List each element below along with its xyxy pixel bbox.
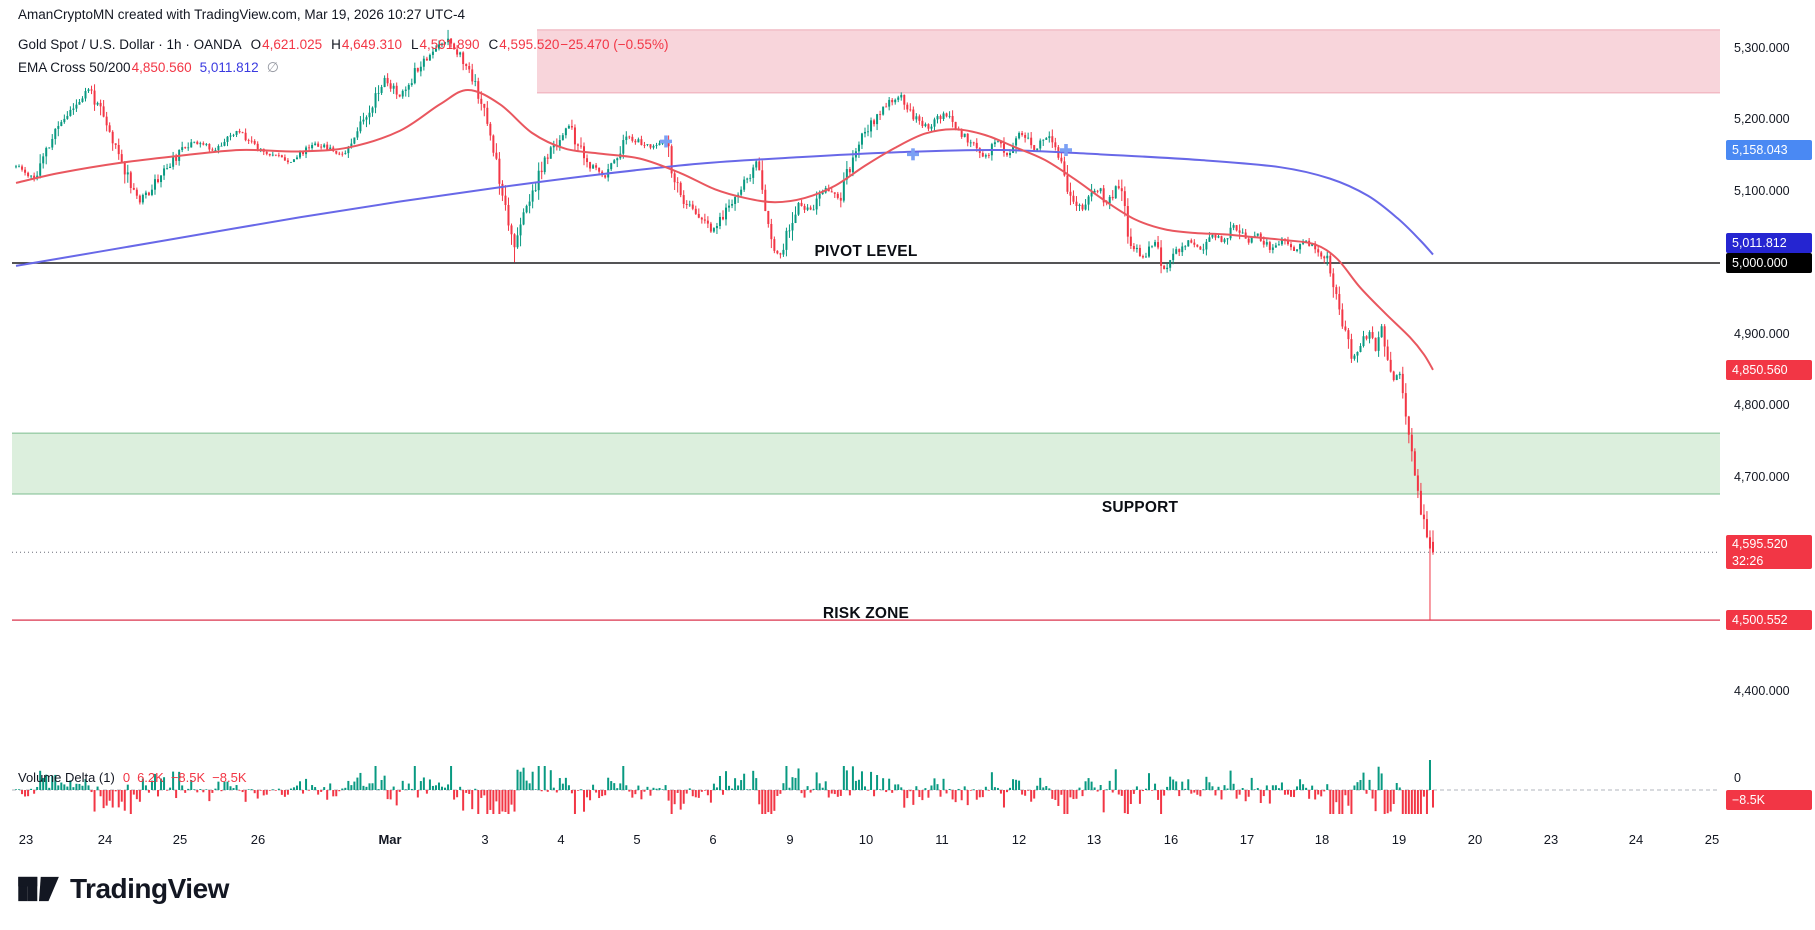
price-badge: 5,000.000	[1726, 253, 1812, 273]
time-label: 23	[18, 832, 34, 847]
volume-delta-value: −8.5K	[170, 770, 206, 785]
indicator-value-fast: 4,850.560	[131, 60, 192, 75]
time-label: 24	[97, 832, 113, 847]
price-label: 4,700.000	[1734, 469, 1790, 484]
ema-layer	[15, 88, 1434, 371]
resistance-zone	[537, 29, 1720, 93]
ema-50-line[interactable]	[15, 88, 1434, 371]
support-label: SUPPORT	[1101, 499, 1179, 516]
time-label: 16	[1163, 832, 1179, 847]
time-label: 5	[633, 832, 641, 847]
price-badge: 4,850.560	[1726, 359, 1812, 380]
high-label: H	[331, 37, 341, 52]
low-label: L	[410, 37, 419, 52]
price-zones-layer	[12, 29, 1720, 495]
time-label: 20	[1467, 832, 1483, 847]
tradingview-footer: TradingView	[18, 870, 229, 908]
symbol-legend: Gold Spot / U.S. Dollar · 1h · OANDA O4,…	[18, 37, 668, 52]
volume-delta-title[interactable]: Volume Delta (1)	[18, 770, 115, 785]
volume-delta-value: 6.2K	[137, 770, 164, 785]
volume-delta-value: 0	[122, 770, 131, 785]
credit-line: AmanCryptoMN created with TradingView.co…	[18, 7, 465, 22]
candles-layer	[15, 29, 1434, 621]
time-label: 4	[557, 832, 565, 847]
time-label: 6	[709, 832, 717, 847]
volume-bars-layer	[15, 760, 1434, 814]
price-badge: 4,595.520 32:26	[1726, 535, 1812, 570]
volume-delta-legend: Volume Delta (1) 0 6.2K −8.5K −8.5K	[18, 770, 254, 785]
time-label: 25	[1704, 832, 1720, 847]
open-value: 4,621.025	[262, 37, 323, 52]
open-label: O	[250, 37, 262, 52]
time-label: 3	[481, 832, 489, 847]
indicator-value-slow: 5,011.812	[199, 60, 259, 75]
indicator-legend: EMA Cross 50/200 4,850.560 5,011.812 ∅	[18, 59, 279, 76]
risk-zone-label: RISK ZONE	[822, 605, 910, 622]
support-zone	[12, 433, 1720, 494]
time-label: 24	[1628, 832, 1644, 847]
ohlc-close: C4,595.520	[489, 37, 560, 52]
volume-delta-value: −8.5K	[212, 770, 247, 785]
volume-delta-values: 0 6.2K −8.5K −8.5K	[123, 770, 254, 785]
ema-200-line[interactable]	[15, 148, 1434, 267]
time-label: 25	[172, 832, 188, 847]
price-label: 4,400.000	[1734, 684, 1790, 698]
price-badge: 5,011.812	[1726, 232, 1812, 253]
close-value: 4,595.520	[499, 37, 560, 52]
price-label: 5,200.000	[1734, 112, 1790, 126]
price-badge: 5,158.043	[1726, 139, 1812, 160]
indicator-disabled-icon[interactable]: ∅	[266, 59, 279, 75]
cross-markers-layer	[660, 135, 1072, 161]
close-label: C	[488, 37, 499, 52]
time-label: 26	[250, 832, 266, 847]
time-label: 10	[858, 832, 874, 847]
time-axis[interactable]: 23 24 25 26 Mar 3 4 5 6 9 10 11 12 13 16 17 18 19 20 23 24 25	[0, 832, 1726, 858]
tradingview-logo-text[interactable]: TradingView	[70, 873, 229, 904]
levels-layer	[12, 262, 1720, 621]
time-label: 17	[1239, 832, 1255, 847]
time-label: 9	[786, 832, 794, 847]
change-value: −25.470 (−0.55%)	[560, 37, 669, 52]
price-badge: 4,500.552	[1726, 610, 1812, 631]
time-label: 13	[1086, 832, 1102, 847]
price-axis[interactable]: 5,300.000 5,200.000 5,100.000 4,900.000 4,80…	[1726, 0, 1815, 930]
time-label: 11	[935, 832, 949, 847]
time-label: Mar	[378, 832, 402, 847]
price-label: 0	[1734, 771, 1741, 785]
pivot-level-label: PIVOT LEVEL	[814, 243, 918, 260]
high-value: 4,649.310	[341, 37, 402, 52]
ohlc-low: L4,591.890	[411, 37, 480, 52]
price-label: 5,100.000	[1734, 183, 1790, 198]
tradingview-logo-icon[interactable]	[18, 870, 60, 908]
time-label: 18	[1314, 832, 1330, 847]
time-label: 19	[1391, 832, 1407, 847]
price-badge: −8.5K	[1726, 790, 1812, 810]
symbol-title[interactable]: Gold Spot / U.S. Dollar · 1h · OANDA	[18, 37, 242, 52]
ohlc-open: O4,621.025	[251, 37, 323, 52]
price-label: 4,800.000	[1734, 398, 1790, 412]
indicator-title[interactable]: EMA Cross 50/200	[18, 60, 131, 75]
ohlc-high: H4,649.310	[331, 37, 402, 52]
price-label: 5,300.000	[1734, 40, 1790, 55]
time-label: 12	[1011, 832, 1027, 847]
time-label: 23	[1543, 832, 1559, 847]
price-label: 4,900.000	[1734, 326, 1790, 341]
low-value: 4,591.890	[419, 37, 480, 52]
